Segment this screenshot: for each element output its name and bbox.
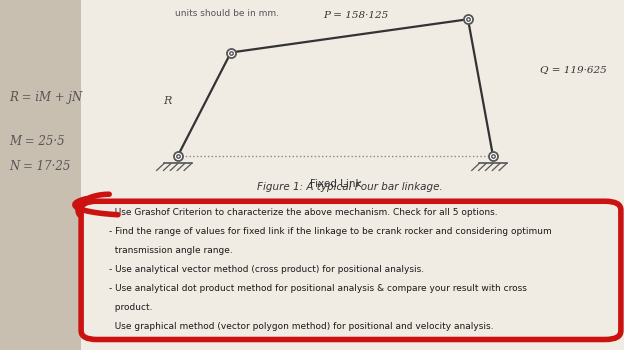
- Text: transmission angle range.: transmission angle range.: [109, 246, 233, 255]
- FancyBboxPatch shape: [81, 0, 624, 350]
- Text: M = 25·5: M = 25·5: [9, 135, 65, 148]
- Text: - Use analytical dot product method for positional analysis & compare your resul: - Use analytical dot product method for …: [109, 284, 527, 293]
- Text: R: R: [163, 96, 172, 106]
- Text: Figure 1: A typical Four bar linkage.: Figure 1: A typical Four bar linkage.: [256, 182, 442, 192]
- Text: - Find the range of values for fixed link if the linkage to be crank rocker and : - Find the range of values for fixed lin…: [109, 227, 552, 236]
- Text: Use Grashof Criterion to characterize the above mechanism. Check for all 5 optio: Use Grashof Criterion to characterize th…: [109, 208, 498, 217]
- Text: Fixed Link: Fixed Link: [310, 179, 361, 189]
- Text: N = 17·25: N = 17·25: [9, 160, 71, 173]
- Text: Use graphical method (vector polygon method) for positional and velocity analysi: Use graphical method (vector polygon met…: [109, 322, 494, 331]
- Text: product.: product.: [109, 303, 153, 312]
- Text: Q = 119·625: Q = 119·625: [540, 65, 607, 75]
- Text: - Use analytical vector method (cross product) for positional analysis.: - Use analytical vector method (cross pr…: [109, 265, 424, 274]
- Text: units should be in mm.: units should be in mm.: [175, 9, 279, 18]
- Text: P = 158·125: P = 158·125: [323, 11, 388, 20]
- Text: R = iM + jN: R = iM + jN: [9, 91, 82, 105]
